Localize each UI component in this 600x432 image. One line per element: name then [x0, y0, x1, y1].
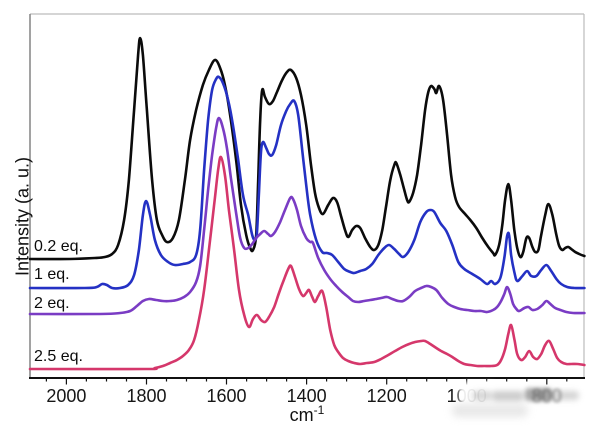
spectrum-curve-2-5-eq-: [28, 155, 586, 371]
x-tick-label-1000: 1000: [447, 386, 487, 406]
x-axis-unit: cm: [289, 405, 314, 425]
x-axis-label: cm-1: [275, 403, 339, 426]
x-tick-label-1600: 1600: [206, 386, 246, 406]
x-tick-label-1800: 1800: [126, 386, 166, 406]
x-tick-label-1200: 1200: [367, 386, 407, 406]
y-axis-label: Intensity (a. u.): [12, 156, 33, 277]
x-axis-exponent: -1: [313, 403, 325, 417]
x-tick-label-1400: 1400: [287, 386, 327, 406]
series-label-1-eq: 1 eq.: [34, 266, 70, 283]
series-label-2-eq: 2 eq.: [34, 295, 70, 312]
spectrum-curve-2-eq-: [28, 116, 586, 316]
spectrum-curve-0-2-eq-: [28, 36, 586, 261]
series-label-2-5-eq: 2.5 eq.: [34, 348, 83, 365]
spectrum-curve-1-eq-: [28, 75, 586, 290]
series-label-0-2-eq: 0.2 eq.: [34, 238, 83, 255]
x-tick-label-2000: 2000: [46, 386, 86, 406]
x-tick-label-800: 800: [532, 386, 562, 406]
